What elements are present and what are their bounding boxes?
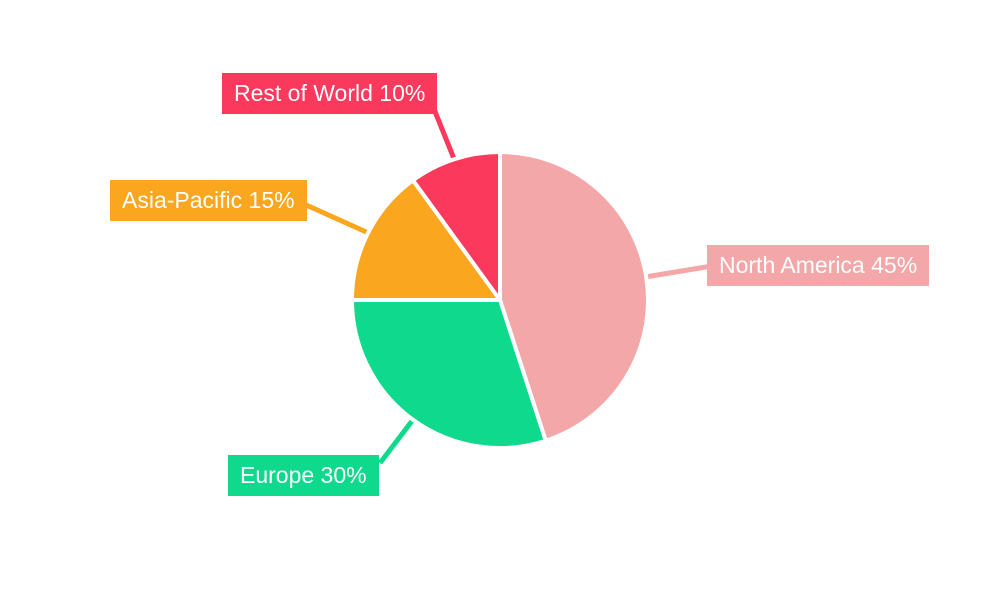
pie-connector-europe	[378, 417, 416, 465]
pie-connector-rest-of-world	[431, 108, 457, 162]
pie-connector-asia-pacific	[302, 201, 371, 236]
pie-slice-asia-pacific[interactable]	[350, 178, 502, 302]
pie-connector-north-america	[644, 263, 713, 280]
pie-slice-north-america[interactable]	[498, 150, 650, 443]
pie-slice-europe[interactable]	[350, 298, 548, 450]
pie-slice-rest-of-world[interactable]	[411, 150, 502, 302]
